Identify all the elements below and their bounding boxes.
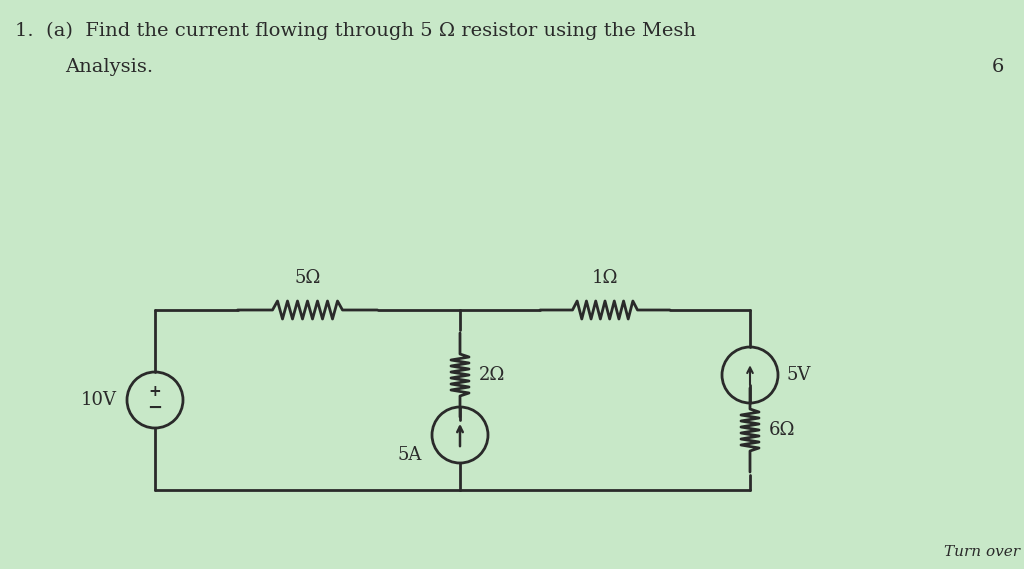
- Text: 6: 6: [991, 58, 1004, 76]
- Text: 10V: 10V: [81, 391, 117, 409]
- Text: 5Ω: 5Ω: [294, 269, 321, 287]
- Text: 2Ω: 2Ω: [479, 366, 506, 384]
- Text: 6Ω: 6Ω: [769, 421, 796, 439]
- Text: 5A: 5A: [397, 446, 422, 464]
- Text: −: −: [147, 399, 163, 418]
- Text: +: +: [148, 384, 162, 399]
- Text: Turn over: Turn over: [944, 545, 1020, 559]
- Text: 1Ω: 1Ω: [592, 269, 618, 287]
- Text: 1.  (a)  Find the current flowing through 5 Ω resistor using the Mesh: 1. (a) Find the current flowing through …: [15, 22, 696, 40]
- Text: 5V: 5V: [786, 366, 810, 384]
- Text: Analysis.: Analysis.: [65, 58, 154, 76]
